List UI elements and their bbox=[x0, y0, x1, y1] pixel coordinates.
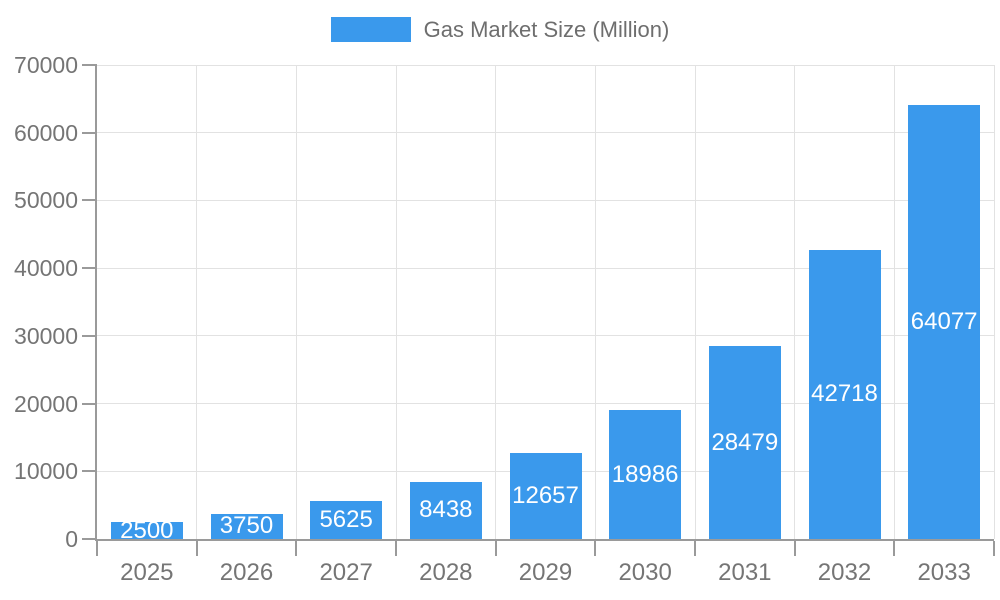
bar-2025[interactable]: 2500 bbox=[110, 518, 183, 542]
v-gridline bbox=[295, 65, 297, 539]
y-axis-tick bbox=[82, 267, 97, 270]
v-gridline bbox=[495, 65, 497, 539]
bar-value-label: 12657 bbox=[512, 482, 579, 510]
bar-value-label: 28479 bbox=[711, 428, 779, 456]
bar-2030[interactable]: 18986 bbox=[609, 410, 682, 539]
y-axis-tick bbox=[82, 334, 97, 337]
plot-area bbox=[95, 65, 994, 541]
y-axis-tick bbox=[82, 64, 97, 66]
v-gridline bbox=[196, 65, 198, 539]
x-axis-tick-label: 2031 bbox=[718, 559, 772, 586]
x-axis-tick-label: 2033 bbox=[917, 559, 971, 586]
y-axis-tick bbox=[82, 131, 97, 134]
x-axis-tick bbox=[594, 541, 597, 556]
bar-2027[interactable]: 5625 bbox=[310, 500, 383, 539]
v-gridline bbox=[395, 65, 397, 539]
x-axis-tick-label: 2028 bbox=[419, 559, 473, 586]
v-gridline bbox=[794, 65, 796, 539]
y-axis-tick-label: 60000 bbox=[14, 119, 78, 146]
x-axis-tick-label: 2027 bbox=[319, 559, 373, 586]
bar-value-label: 42718 bbox=[811, 380, 878, 408]
y-axis-tick bbox=[82, 538, 97, 540]
bar-value-label: 3750 bbox=[219, 512, 274, 540]
h-gridline bbox=[97, 335, 994, 337]
y-axis-tick-label: 0 bbox=[65, 526, 78, 552]
y-axis-tick bbox=[82, 470, 97, 473]
x-axis-tick-label: 2030 bbox=[618, 559, 672, 586]
x-axis-tick bbox=[893, 541, 896, 556]
bar-value-label: 8438 bbox=[419, 496, 473, 524]
y-axis-tick-label: 70000 bbox=[14, 52, 78, 78]
bar-2032[interactable]: 42718 bbox=[808, 249, 881, 539]
bar-value-label: 18986 bbox=[611, 460, 679, 488]
bar-2026[interactable]: 3750 bbox=[210, 512, 283, 540]
bar-2029[interactable]: 12657 bbox=[509, 453, 582, 539]
x-axis-tick-label: 2032 bbox=[817, 559, 872, 586]
bar-value-label: 64077 bbox=[910, 308, 978, 336]
x-axis-tick-label: 2025 bbox=[120, 559, 174, 586]
x-axis-tick-label: 2029 bbox=[518, 559, 573, 586]
legend: Gas Market Size (Million) bbox=[0, 17, 1000, 42]
h-gridline bbox=[97, 132, 994, 134]
x-axis-tick bbox=[96, 541, 98, 556]
y-axis-tick-label: 30000 bbox=[14, 322, 78, 349]
legend-item-gas-market-size[interactable]: Gas Market Size (Million) bbox=[330, 17, 670, 42]
y-axis-tick-label: 50000 bbox=[14, 187, 78, 214]
legend-label: Gas Market Size (Million) bbox=[423, 17, 670, 42]
x-axis-tick bbox=[993, 541, 995, 556]
bar-value-label: 2500 bbox=[120, 516, 174, 544]
h-gridline bbox=[97, 64, 994, 66]
x-axis-tick bbox=[494, 541, 497, 556]
y-axis-tick bbox=[82, 402, 97, 405]
legend-swatch bbox=[330, 17, 411, 42]
bar-value-label: 5625 bbox=[319, 505, 373, 533]
bar-2031[interactable]: 28479 bbox=[708, 346, 781, 539]
y-axis-tick-label: 20000 bbox=[14, 390, 78, 417]
h-gridline bbox=[97, 199, 994, 201]
y-axis-tick-label: 40000 bbox=[14, 255, 78, 282]
bar-2033[interactable]: 64077 bbox=[908, 105, 981, 539]
bar-2028[interactable]: 8438 bbox=[409, 481, 482, 539]
v-gridline bbox=[594, 65, 596, 539]
v-gridline bbox=[893, 65, 895, 539]
x-axis-tick bbox=[395, 541, 397, 556]
h-gridline bbox=[97, 403, 994, 405]
v-gridline bbox=[694, 65, 696, 539]
x-axis-tick bbox=[694, 541, 696, 556]
x-axis-tick bbox=[295, 541, 298, 556]
y-axis-tick bbox=[82, 199, 97, 202]
h-gridline bbox=[97, 267, 994, 269]
y-axis-tick-label: 10000 bbox=[14, 458, 78, 485]
x-axis-tick bbox=[195, 541, 198, 556]
v-gridline bbox=[993, 65, 995, 539]
x-axis-tick bbox=[793, 541, 796, 556]
x-axis-tick-label: 2026 bbox=[219, 559, 274, 586]
